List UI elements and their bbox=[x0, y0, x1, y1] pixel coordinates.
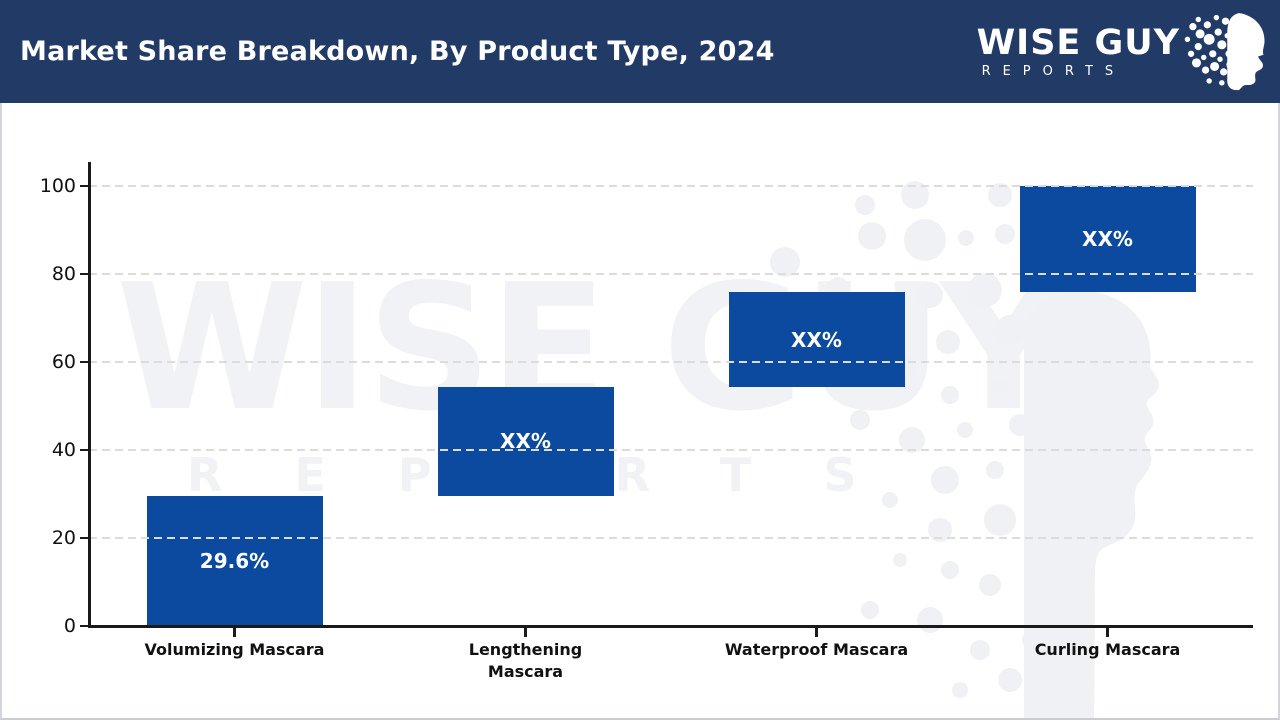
logo-face-icon bbox=[1184, 13, 1265, 91]
grid-line bbox=[89, 361, 1253, 363]
bar-value-label: 29.6% bbox=[199, 548, 270, 573]
y-axis-tick bbox=[80, 272, 88, 276]
chart-title: Market Share Breakdown, By Product Type,… bbox=[20, 36, 775, 67]
y-axis-spine bbox=[88, 162, 91, 627]
bar bbox=[728, 292, 905, 388]
bar-value-label: XX% bbox=[500, 429, 551, 454]
y-tick-label: 20 bbox=[51, 527, 76, 549]
y-tick-label: 0 bbox=[63, 615, 76, 637]
x-tick-label: Lengthening Mascara bbox=[376, 639, 676, 683]
grid-line bbox=[89, 273, 1253, 275]
y-tick-label: 60 bbox=[51, 351, 76, 373]
x-tick-label: Waterproof Mascara bbox=[667, 639, 967, 661]
y-tick-label: 100 bbox=[39, 175, 76, 197]
y-axis-tick bbox=[80, 624, 88, 628]
bar bbox=[146, 495, 323, 626]
x-axis-spine bbox=[88, 625, 1253, 628]
x-axis-tick bbox=[233, 627, 236, 637]
header-bar: Market Share Breakdown, By Product Type,… bbox=[0, 0, 1280, 103]
x-tick-label-line: Mascara bbox=[487, 662, 564, 681]
x-tick-label-line: Waterproof Mascara bbox=[724, 640, 909, 659]
logo-text: WISE GUY REPORTS bbox=[976, 22, 1180, 80]
x-axis-tick bbox=[1106, 627, 1109, 637]
bar-value-label: XX% bbox=[791, 327, 842, 352]
y-axis-tick bbox=[80, 184, 88, 188]
x-tick-label-line: Lengthening bbox=[468, 640, 583, 659]
logo-subtitle: REPORTS bbox=[981, 64, 1126, 80]
x-tick-label-line: Volumizing Mascara bbox=[144, 640, 325, 659]
logo-wordmark: WISE GUY bbox=[976, 22, 1180, 63]
wiseguy-logo: WISE GUY REPORTS bbox=[977, 8, 1268, 96]
y-tick-label: 80 bbox=[51, 263, 76, 285]
bar-value-label: XX% bbox=[1082, 227, 1133, 252]
grid-line bbox=[89, 449, 1253, 451]
grid-line bbox=[89, 537, 1253, 539]
x-tick-label: Volumizing Mascara bbox=[85, 639, 385, 661]
grid-line bbox=[89, 185, 1253, 187]
bar bbox=[437, 387, 614, 496]
x-axis-tick bbox=[524, 627, 527, 637]
x-tick-label: Curling Mascara bbox=[958, 639, 1258, 661]
y-tick-label: 40 bbox=[51, 439, 76, 461]
x-tick-label-line: Curling Mascara bbox=[1034, 640, 1181, 659]
y-axis-tick bbox=[80, 360, 88, 364]
y-axis-tick bbox=[80, 448, 88, 452]
x-axis-tick bbox=[815, 627, 818, 637]
y-axis-tick bbox=[80, 536, 88, 540]
